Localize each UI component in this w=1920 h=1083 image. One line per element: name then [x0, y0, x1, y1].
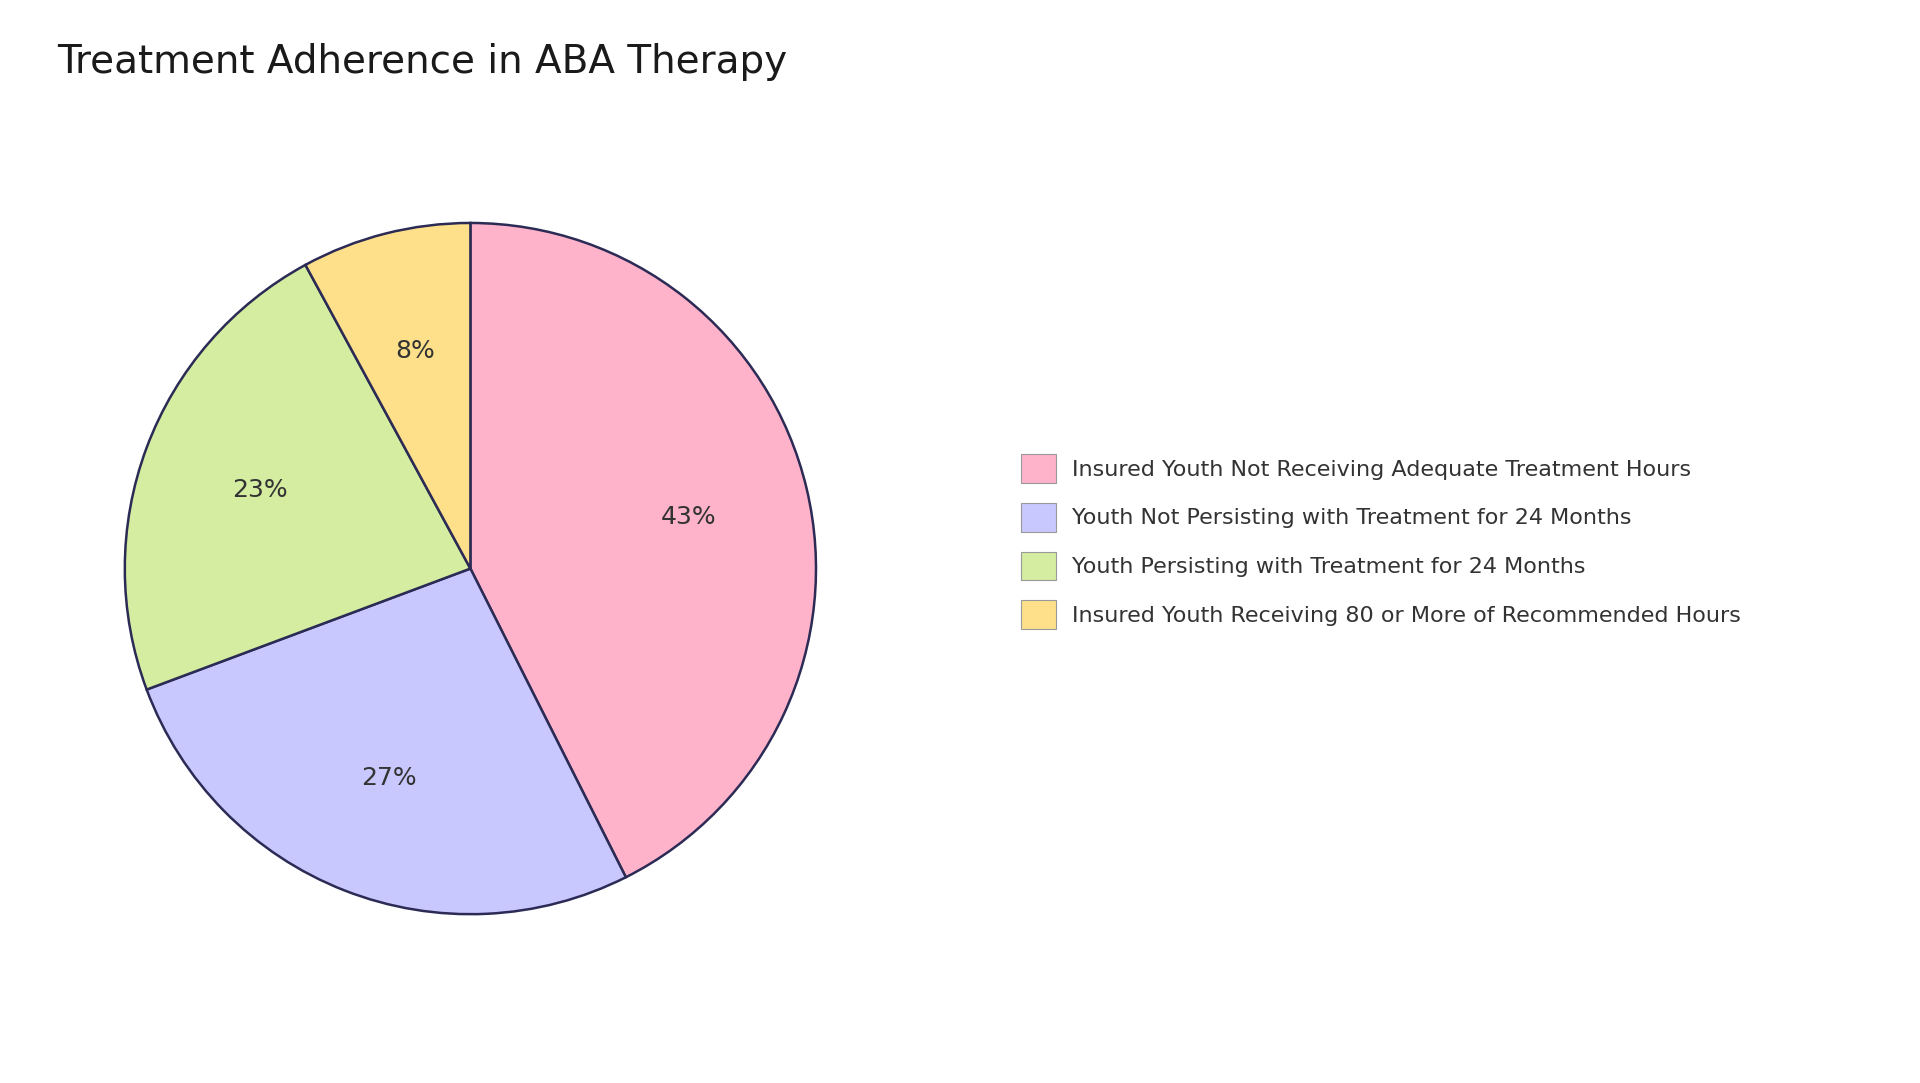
Wedge shape: [470, 223, 816, 877]
Text: 23%: 23%: [232, 478, 288, 501]
Legend: Insured Youth Not Receiving Adequate Treatment Hours, Youth Not Persisting with : Insured Youth Not Receiving Adequate Tre…: [1010, 443, 1751, 640]
Wedge shape: [146, 569, 626, 914]
Text: 8%: 8%: [396, 339, 436, 363]
Text: 27%: 27%: [361, 766, 417, 790]
Wedge shape: [305, 223, 470, 569]
Wedge shape: [125, 265, 470, 690]
Text: Treatment Adherence in ABA Therapy: Treatment Adherence in ABA Therapy: [58, 43, 787, 81]
Text: 43%: 43%: [660, 505, 716, 529]
